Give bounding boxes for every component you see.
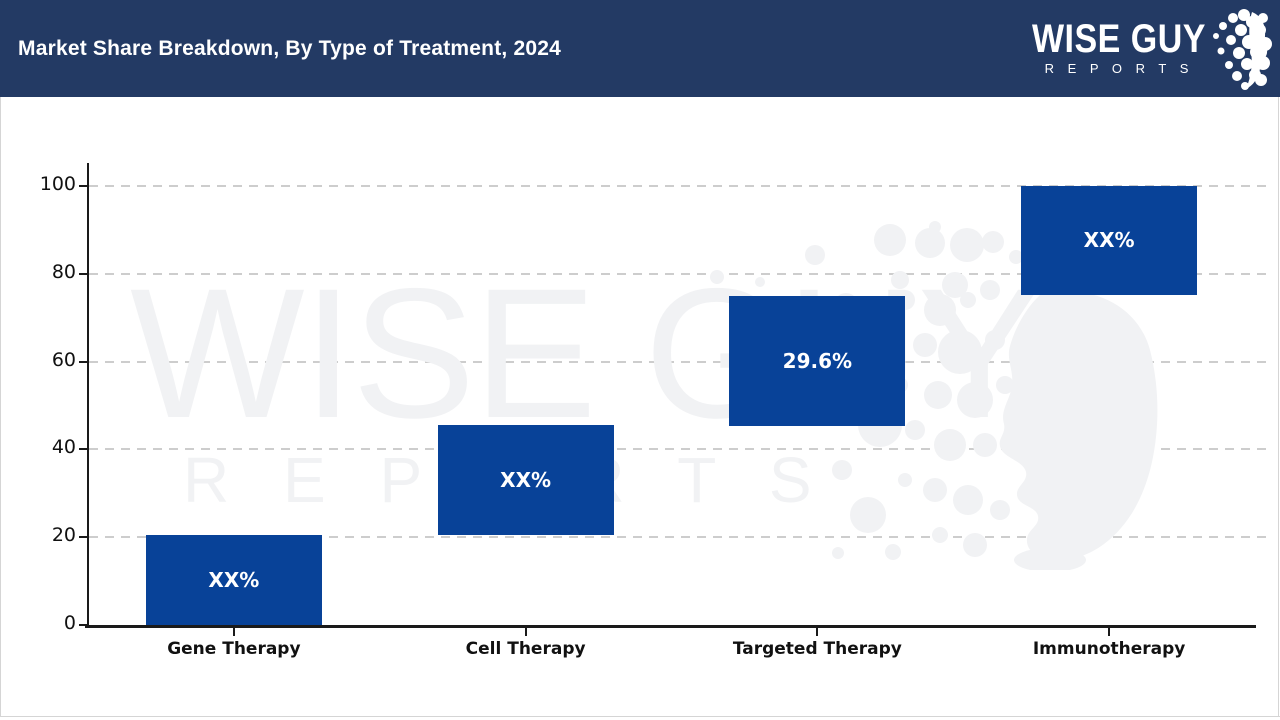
brand-name-label: WISE GUY — [1031, 16, 1206, 62]
y-tick-mark — [79, 185, 88, 187]
gridline — [89, 536, 1269, 539]
axis-left-spine — [87, 163, 89, 628]
y-tick-label: 100 — [39, 173, 76, 195]
y-tick-label: 40 — [51, 436, 76, 459]
header: Market Share Breakdown, By Type of Treat… — [0, 0, 1280, 97]
y-tick-mark — [79, 448, 88, 451]
x-tick-mark — [232, 628, 235, 636]
bar-targeted-therapy: 29.6% — [729, 295, 906, 426]
y-tick-label: 0 — [63, 612, 76, 634]
brand-reports-label: R E P O R T S — [1044, 61, 1194, 76]
y-tick-label: 80 — [51, 260, 76, 283]
brand-wordmark: WISE GUY R E P O R T S — [1031, 16, 1206, 76]
y-tick-mark — [79, 624, 88, 626]
y-tick-mark — [79, 536, 88, 539]
page-border-left — [0, 97, 1, 717]
x-category-label: Cell Therapy — [465, 639, 586, 659]
brand-head-icon — [1213, 9, 1272, 90]
bar-value-label: XX% — [208, 567, 260, 592]
x-tick-mark — [1108, 628, 1111, 636]
page-title: Market Share Breakdown, By Type of Treat… — [18, 36, 561, 60]
x-category-label: Immunotherapy — [1032, 639, 1186, 659]
bar-cell-therapy: XX% — [437, 425, 614, 535]
bar-value-label: XX% — [1083, 228, 1135, 253]
x-tick-mark — [524, 628, 527, 636]
page-border-right — [1278, 97, 1279, 717]
x-tick-mark — [816, 628, 819, 636]
gridline — [89, 448, 1269, 451]
bar-immunotherapy: XX% — [1021, 186, 1198, 295]
x-category-label: Gene Therapy — [167, 639, 301, 659]
gridline — [89, 360, 1269, 363]
y-tick-label: 20 — [51, 524, 76, 547]
page-border-bottom — [0, 716, 1280, 717]
y-tick-mark — [79, 360, 88, 363]
bar-value-label: XX% — [500, 468, 552, 493]
gridline — [89, 272, 1269, 275]
brand-logo: WISE GUY R E P O R T S — [1032, 6, 1272, 92]
y-tick-label: 60 — [51, 348, 76, 371]
bar-value-label: 29.6% — [782, 348, 853, 373]
x-category-label: Targeted Therapy — [732, 639, 902, 659]
bar-gene-therapy: XX% — [145, 535, 322, 625]
gridline — [89, 185, 1269, 187]
y-tick-mark — [79, 272, 88, 275]
axis-bottom-spine — [85, 625, 1256, 628]
